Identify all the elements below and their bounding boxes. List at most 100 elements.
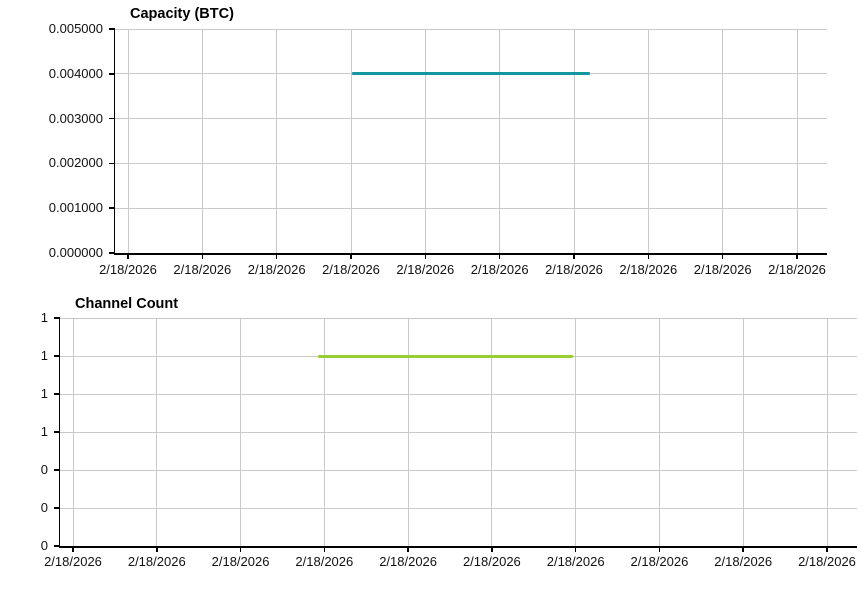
- x-tick-label: 2/18/2026: [619, 262, 678, 277]
- v-gridline: [575, 318, 577, 546]
- y-tick-label: 0.001000: [48, 200, 103, 216]
- x-tick-mark: [201, 253, 204, 259]
- series-line-channel-count: [318, 354, 574, 358]
- h-gridline: [60, 431, 857, 433]
- y-tick-mark: [54, 431, 60, 433]
- x-tick-label: 2/18/2026: [127, 554, 186, 569]
- v-gridline: [424, 29, 426, 253]
- y-tick-mark: [109, 252, 115, 254]
- channel-count-chart-title: Channel Count: [75, 296, 179, 312]
- y-tick-label: 0.005000: [48, 21, 103, 36]
- y-tick-mark: [54, 469, 60, 471]
- x-tick-mark: [721, 253, 724, 259]
- h-gridline: [60, 393, 857, 395]
- h-gridline: [115, 28, 827, 30]
- y-tick-mark: [54, 317, 60, 319]
- x-tick-mark: [323, 546, 326, 552]
- y-tick-label: 0: [40, 462, 48, 477]
- v-gridline: [573, 29, 575, 253]
- v-gridline: [350, 29, 352, 253]
- y-tick-label: 0: [40, 500, 48, 515]
- y-tick-label: 0: [40, 538, 48, 553]
- x-tick-mark: [826, 546, 828, 552]
- v-gridline: [499, 29, 501, 253]
- x-tick-label: 2/18/2026: [379, 554, 438, 569]
- x-tick-label: 2/18/2026: [693, 262, 752, 277]
- v-gridline: [826, 318, 828, 546]
- v-gridline: [796, 29, 798, 253]
- y-tick-label: 1: [40, 386, 48, 401]
- x-tick-label: 2/18/2026: [173, 262, 232, 277]
- x-tick-mark: [658, 546, 661, 552]
- x-tick-mark: [72, 546, 74, 552]
- y-tick-label: 0.002000: [48, 155, 103, 171]
- h-gridline: [60, 469, 857, 471]
- capacity-chart-title: Capacity (BTC): [130, 6, 234, 22]
- x-tick-mark: [742, 546, 744, 552]
- y-tick-mark: [54, 355, 60, 357]
- x-tick-mark: [350, 253, 352, 259]
- y-tick-label: 1: [40, 348, 48, 363]
- x-tick-label: 2/18/2026: [630, 554, 689, 569]
- v-gridline: [72, 318, 74, 546]
- x-tick-label: 2/18/2026: [295, 554, 354, 569]
- series-line-capacity: [352, 72, 590, 76]
- y-tick-mark: [109, 73, 115, 75]
- v-gridline: [722, 29, 724, 253]
- y-tick-mark: [54, 507, 60, 509]
- x-tick-label: 2/18/2026: [545, 262, 603, 277]
- y-axis-line: [113, 29, 115, 255]
- v-gridline: [658, 318, 660, 546]
- x-tick-mark: [275, 253, 278, 259]
- v-gridline: [647, 29, 649, 253]
- y-tick-mark: [109, 162, 115, 165]
- x-tick-label: 2/18/2026: [714, 554, 773, 569]
- v-gridline: [491, 318, 493, 546]
- x-axis-line: [115, 253, 827, 255]
- x-axis-line: [60, 546, 857, 548]
- v-gridline: [276, 29, 278, 253]
- x-tick-mark: [239, 546, 242, 552]
- x-tick-label: 2/18/2026: [462, 554, 521, 569]
- x-tick-mark: [127, 253, 129, 259]
- x-tick-label: 2/18/2026: [211, 554, 270, 569]
- v-gridline: [323, 318, 325, 546]
- y-axis-line: [58, 318, 60, 548]
- x-tick-mark: [491, 546, 493, 552]
- h-gridline: [115, 207, 827, 209]
- v-gridline: [127, 29, 129, 253]
- x-tick-label: 2/18/2026: [768, 262, 826, 277]
- y-tick-label: 0.004000: [48, 65, 103, 81]
- y-tick-mark: [54, 545, 60, 547]
- x-tick-label: 2/18/2026: [396, 262, 455, 277]
- y-tick-mark: [54, 393, 60, 395]
- x-tick-mark: [574, 546, 577, 552]
- h-gridline: [60, 317, 857, 319]
- y-tick-mark: [109, 207, 115, 209]
- x-tick-label: 2/18/2026: [44, 554, 102, 569]
- v-gridline: [201, 29, 203, 253]
- x-tick-mark: [573, 253, 575, 259]
- v-gridline: [742, 318, 744, 546]
- v-gridline: [156, 318, 158, 546]
- y-tick-mark: [109, 117, 115, 120]
- y-tick-label: 1: [40, 424, 48, 439]
- h-gridline: [60, 507, 857, 509]
- x-tick-mark: [156, 546, 158, 552]
- x-tick-label: 2/18/2026: [470, 262, 529, 277]
- x-tick-mark: [498, 253, 501, 259]
- x-tick-label: 2/18/2026: [546, 554, 605, 569]
- x-tick-mark: [647, 253, 650, 259]
- v-gridline: [240, 318, 242, 546]
- x-tick-label: 2/18/2026: [247, 262, 306, 277]
- x-tick-mark: [407, 546, 409, 552]
- y-tick-label: 0.000000: [48, 245, 103, 260]
- x-tick-mark: [424, 253, 427, 259]
- v-gridline: [407, 318, 409, 546]
- y-tick-mark: [109, 28, 115, 30]
- x-tick-mark: [796, 253, 798, 259]
- h-gridline: [115, 118, 827, 120]
- x-tick-label: 2/18/2026: [798, 554, 856, 569]
